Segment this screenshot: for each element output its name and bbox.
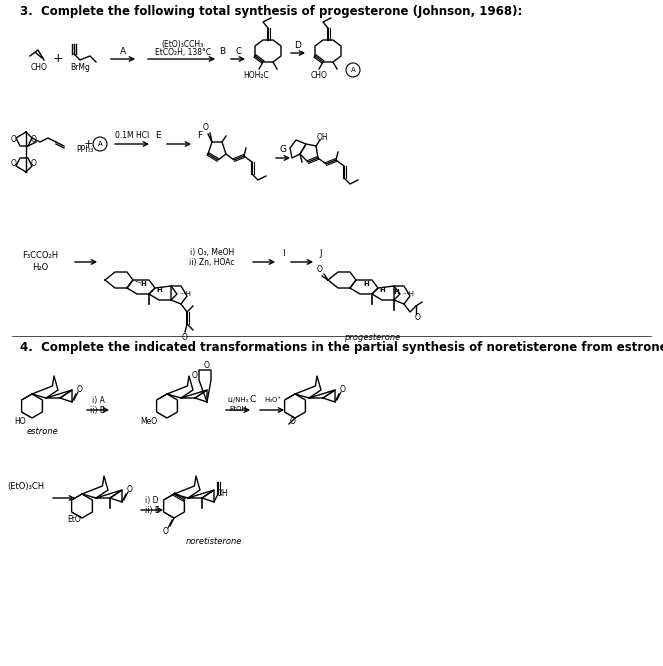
Text: ii) Zn, HOAc: ii) Zn, HOAc bbox=[189, 258, 235, 266]
Text: OH: OH bbox=[316, 133, 328, 143]
Text: I: I bbox=[282, 250, 284, 258]
Text: HOH₂C: HOH₂C bbox=[243, 71, 269, 81]
Text: +: + bbox=[84, 139, 93, 149]
Text: A: A bbox=[120, 47, 126, 57]
Text: estrone: estrone bbox=[26, 428, 58, 436]
Text: O: O bbox=[290, 418, 296, 426]
Text: i) A: i) A bbox=[91, 396, 105, 404]
Text: CHO: CHO bbox=[310, 71, 328, 81]
Text: ii) B: ii) B bbox=[91, 406, 105, 414]
Text: ii) E: ii) E bbox=[145, 505, 159, 515]
Text: i) D: i) D bbox=[145, 496, 158, 505]
Text: O: O bbox=[204, 362, 210, 370]
Text: H: H bbox=[156, 287, 162, 293]
Text: B: B bbox=[219, 47, 225, 57]
Text: 4.  Complete the indicated transformations in the partial synthesis of noretiste: 4. Complete the indicated transformation… bbox=[20, 342, 663, 354]
Text: (EtO)₃CH: (EtO)₃CH bbox=[7, 482, 44, 490]
Text: CHO: CHO bbox=[30, 63, 48, 73]
Text: C: C bbox=[250, 396, 256, 404]
Text: ···H: ···H bbox=[402, 291, 414, 297]
Text: O: O bbox=[415, 314, 421, 322]
Text: PPh₃: PPh₃ bbox=[76, 145, 93, 153]
Text: progesterone: progesterone bbox=[344, 334, 400, 342]
Text: H: H bbox=[363, 281, 369, 287]
Text: +: + bbox=[52, 51, 63, 65]
Text: 0.1M HCl: 0.1M HCl bbox=[115, 131, 149, 141]
Text: 3.  Complete the following total synthesis of progesterone (Johnson, 1968):: 3. Complete the following total synthesi… bbox=[20, 5, 522, 19]
Text: EtO: EtO bbox=[67, 515, 81, 525]
Text: EtOH: EtOH bbox=[229, 406, 247, 412]
Text: J: J bbox=[320, 250, 322, 258]
Text: O: O bbox=[31, 135, 37, 145]
Text: HO: HO bbox=[14, 418, 26, 426]
Text: O: O bbox=[77, 386, 83, 394]
Text: A: A bbox=[97, 141, 102, 147]
Text: O: O bbox=[317, 266, 323, 274]
Text: E: E bbox=[155, 131, 161, 141]
Text: i) O₃, MeOH: i) O₃, MeOH bbox=[190, 248, 234, 256]
Text: EtCO₂H, 138°C: EtCO₂H, 138°C bbox=[155, 49, 211, 57]
Text: O: O bbox=[192, 370, 198, 380]
Text: D: D bbox=[294, 41, 302, 51]
Text: O: O bbox=[127, 486, 133, 494]
Text: H: H bbox=[379, 287, 385, 293]
Text: H₃O⁺: H₃O⁺ bbox=[265, 397, 282, 403]
Text: O: O bbox=[203, 123, 209, 133]
Text: F₃CCO₂H: F₃CCO₂H bbox=[22, 252, 58, 260]
Text: C: C bbox=[235, 47, 241, 57]
Text: BrMg: BrMg bbox=[70, 63, 90, 73]
Text: H₂O: H₂O bbox=[32, 264, 48, 272]
Text: MeO: MeO bbox=[141, 418, 158, 426]
Text: ···H: ···H bbox=[179, 291, 191, 297]
Text: A: A bbox=[351, 67, 355, 73]
Text: O: O bbox=[182, 334, 188, 342]
Text: O: O bbox=[11, 159, 17, 168]
Text: H: H bbox=[393, 289, 399, 295]
Text: G: G bbox=[280, 145, 286, 155]
Text: F: F bbox=[198, 131, 203, 141]
Text: Li/NH₃: Li/NH₃ bbox=[227, 397, 249, 403]
Text: (EtO)₃CCH₃: (EtO)₃CCH₃ bbox=[162, 39, 204, 49]
Text: O: O bbox=[340, 386, 346, 394]
Text: noretisterone: noretisterone bbox=[186, 537, 242, 547]
Text: H: H bbox=[140, 281, 146, 287]
Text: O: O bbox=[11, 135, 17, 145]
Text: O: O bbox=[163, 527, 169, 537]
Text: O: O bbox=[31, 159, 37, 168]
Text: OH: OH bbox=[216, 490, 228, 498]
